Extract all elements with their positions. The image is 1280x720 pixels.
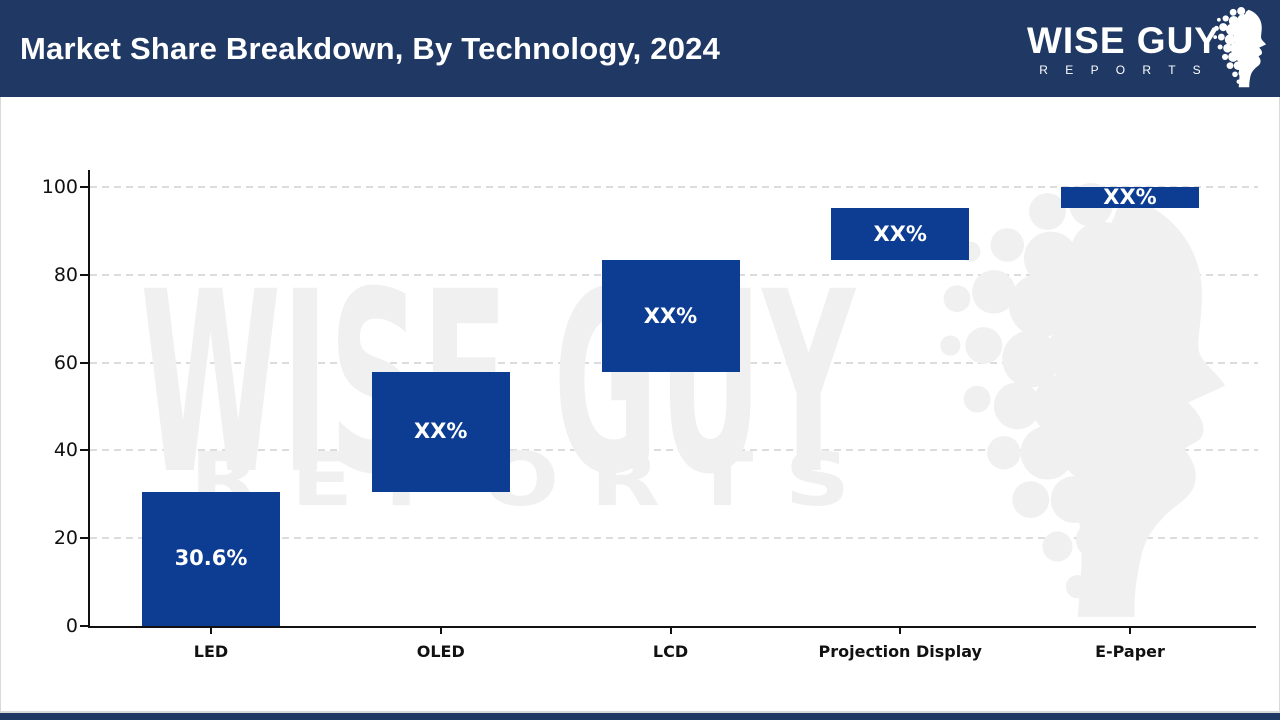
wiseguy-logo-sub: R E P O R T S: [1039, 62, 1208, 77]
bottom-hairline: [0, 711, 1280, 713]
x-axis-tick: [669, 626, 672, 634]
watermark-head-icon: [940, 183, 1225, 617]
y-axis-tick-label: 0: [65, 615, 78, 637]
x-axis-category-label: E-Paper: [1095, 642, 1165, 661]
waterfall-bar: 30.6%: [142, 491, 280, 626]
y-axis-tick-label: 100: [41, 176, 78, 198]
x-axis-category-label: LED: [193, 642, 229, 661]
gridline: [90, 186, 1258, 188]
y-axis-tick: [80, 186, 88, 188]
gridline: [90, 449, 1258, 452]
wiseguy-head-icon: [1213, 6, 1266, 87]
bar-value-label: XX%: [414, 419, 468, 444]
waterfall-bar: XX%: [1061, 185, 1199, 210]
page-title: Market Share Breakdown, By Technology, 2…: [20, 30, 721, 66]
y-axis-tick: [80, 537, 88, 540]
x-axis-category-label: OLED: [416, 642, 465, 661]
gridline: [90, 537, 1258, 540]
y-axis-tick: [80, 449, 88, 452]
y-axis-tick-label: 20: [53, 527, 78, 550]
wiseguy-logo-name: WISE GUY: [1026, 19, 1220, 61]
x-axis-category-label: Projection Display: [818, 642, 982, 661]
y-axis-tick-label: 60: [53, 351, 78, 374]
bar-value-label: XX%: [1103, 185, 1157, 210]
x-axis-tick: [439, 626, 442, 634]
bar-value-label: 30.6%: [174, 546, 248, 571]
x-axis-tick: [1129, 626, 1131, 634]
x-axis-tick: [210, 626, 212, 634]
waterfall-bar: XX%: [601, 260, 740, 372]
header-band: Market Share Breakdown, By Technology, 2…: [0, 0, 1280, 97]
footer-band: [0, 713, 1280, 720]
y-axis-tick: [80, 361, 88, 364]
bar-value-label: XX%: [643, 303, 698, 328]
y-axis-line: [88, 170, 90, 628]
waterfall-bar: XX%: [831, 208, 970, 261]
x-axis-tick: [899, 626, 902, 634]
y-axis-tick-label: 40: [53, 439, 78, 462]
wiseguy-logo-text: WISE GUY R E P O R T S: [1027, 22, 1220, 76]
y-axis-tick: [80, 273, 88, 276]
bar-value-label: XX%: [873, 221, 927, 246]
x-axis-line: [88, 626, 1256, 628]
waterfall-bar: XX%: [371, 371, 510, 492]
wiseguy-logo: WISE GUY R E P O R T S: [1027, 6, 1266, 88]
y-axis-tick: [80, 625, 88, 627]
x-axis-category-label: LCD: [652, 642, 689, 661]
y-axis-tick-label: 80: [53, 263, 78, 286]
